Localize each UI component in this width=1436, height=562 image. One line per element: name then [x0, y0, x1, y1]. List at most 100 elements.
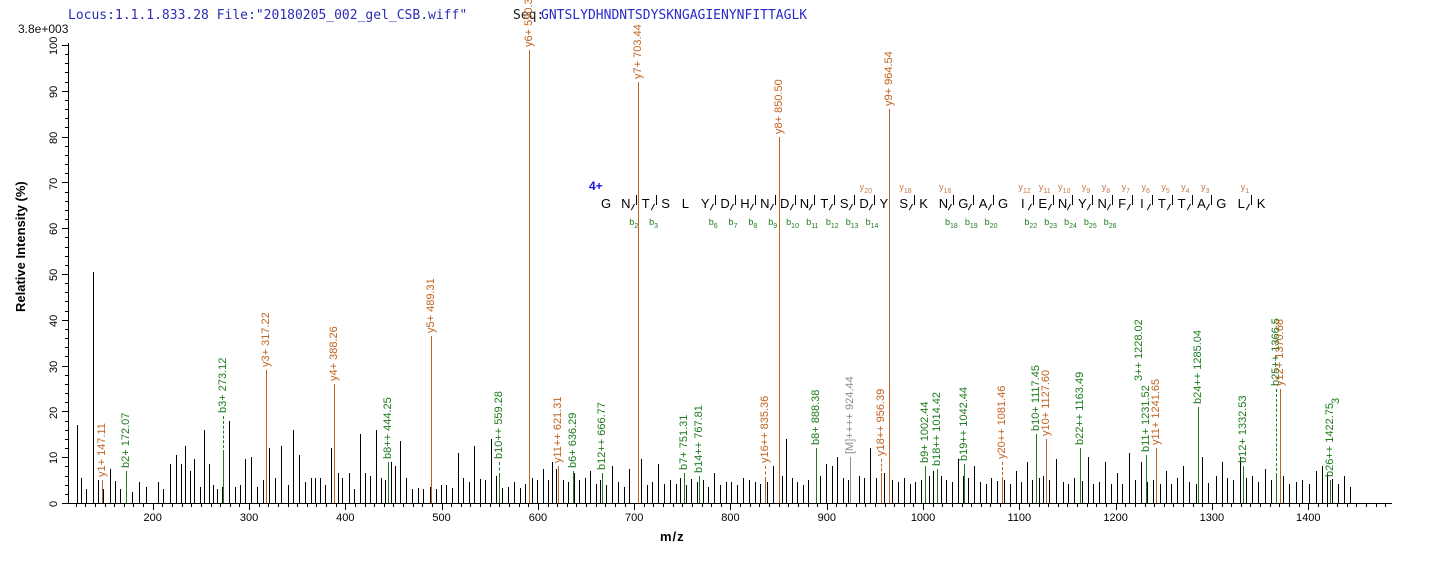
x-axis-title: m/z: [660, 529, 685, 544]
y-minor-tick: [65, 310, 68, 312]
residue-letter: S: [839, 196, 849, 211]
y-tick-label: 10: [48, 452, 60, 465]
residue-letter: Y: [1078, 196, 1087, 211]
x-minor-tick: [942, 504, 944, 507]
x-minor-tick: [1346, 504, 1348, 507]
x-minor-tick: [374, 504, 376, 507]
ion-peak-label: b7+ 751.31: [677, 414, 690, 471]
b-ion-tag: b24: [1064, 217, 1077, 230]
background-peak: [532, 477, 534, 503]
residue-letter: T: [641, 196, 650, 211]
x-minor-tick: [1154, 504, 1156, 507]
background-peak: [686, 484, 688, 503]
residue-letter: L: [1237, 196, 1245, 211]
x-minor-tick: [277, 504, 279, 507]
background-peak: [600, 480, 602, 503]
x-minor-tick: [451, 504, 453, 507]
x-minor-tick: [85, 504, 87, 507]
y-minor-tick: [65, 72, 68, 74]
ion-peak-label: b3+ 273.12: [217, 357, 230, 413]
x-minor-tick: [1221, 504, 1223, 507]
b-ion-tag-number: 10: [791, 222, 799, 230]
background-peak: [199, 486, 201, 503]
ion-peak-label: y5+ 489.31: [425, 278, 438, 333]
b-ion-tag-number: 9: [773, 222, 778, 230]
ion-peak: [815, 448, 817, 503]
background-peak: [552, 461, 554, 503]
background-peak: [180, 464, 182, 503]
ion-peak-label: y8+ 850.50: [773, 78, 786, 134]
background-peak: [287, 484, 289, 503]
b-ion-tag-number: 26: [1108, 222, 1117, 230]
b-ion-tag: b3: [649, 217, 659, 230]
x-minor-tick: [672, 504, 674, 507]
x-minor-tick: [104, 504, 106, 507]
y-minor-tick: [65, 347, 68, 349]
background-peak: [234, 486, 236, 503]
residue-letter: A: [978, 196, 988, 211]
y-minor-tick: [65, 219, 68, 221]
residue-letter: D: [779, 196, 790, 211]
x-tick-label: 500: [432, 512, 451, 524]
background-peak: [81, 477, 83, 503]
b-ion-tag-number: 14: [870, 222, 879, 230]
background-peak: [145, 486, 147, 503]
x-minor-tick: [191, 504, 193, 507]
y-minor-tick: [65, 338, 68, 340]
x-minor-tick: [1366, 504, 1367, 507]
x-minor-tick: [239, 504, 241, 507]
x-minor-tick: [1173, 504, 1175, 507]
background-peak: [320, 477, 322, 503]
residue-letter: L: [681, 196, 689, 211]
background-peak: [864, 477, 866, 503]
background-peak: [462, 477, 464, 503]
background-peak: [175, 454, 177, 503]
background-peak: [330, 448, 332, 503]
background-peak: [1171, 483, 1173, 503]
ion-peak: [963, 464, 965, 503]
ion-peak-label: [M]++++ 924.44: [844, 376, 857, 455]
x-major-tick: [634, 504, 636, 510]
y-major-tick: [62, 457, 68, 459]
background-peak: [359, 434, 361, 503]
background-peak: [646, 484, 648, 503]
residue-letter: G: [1216, 196, 1227, 211]
background-peak: [708, 486, 710, 503]
background-peak: [262, 480, 264, 503]
x-minor-tick: [528, 504, 530, 507]
background-peak: [190, 470, 192, 503]
b-ion-tag: b13: [845, 217, 859, 230]
background-peak: [767, 482, 769, 503]
background-peak: [1068, 483, 1070, 503]
x-minor-tick: [1057, 504, 1059, 507]
ion-peak-label: y7+ 703.44: [631, 23, 644, 79]
x-major-tick: [537, 504, 539, 510]
background-peak: [979, 482, 981, 503]
x-major-tick: [1211, 504, 1213, 510]
ion-peak-label: y10+ 1127.60: [1039, 369, 1052, 436]
x-tick-label: 900: [817, 512, 836, 524]
background-peak: [131, 491, 133, 503]
background-peak: [991, 477, 993, 503]
background-peak: [909, 483, 911, 503]
residue-letter: K: [1256, 196, 1266, 211]
x-minor-tick: [614, 504, 616, 507]
x-minor-tick: [643, 504, 645, 507]
fragment-boundary-mark: [953, 195, 955, 205]
x-minor-tick: [114, 504, 116, 507]
background-peak: [163, 489, 165, 503]
ion-peak-label: y4+ 388.26: [328, 326, 340, 381]
x-minor-tick: [123, 504, 125, 507]
background-peak: [376, 429, 378, 503]
y-minor-tick: [65, 402, 68, 404]
background-peak: [997, 481, 999, 503]
background-peak: [748, 480, 750, 503]
x-minor-tick: [326, 504, 328, 507]
background-peak: [110, 468, 112, 503]
fragment-boundary-mark: [794, 195, 796, 205]
ion-peak-label: 3: [1329, 397, 1342, 404]
x-minor-tick: [836, 504, 838, 507]
fragment-boundary-mark: [1132, 195, 1134, 205]
x-minor-tick: [913, 504, 915, 507]
